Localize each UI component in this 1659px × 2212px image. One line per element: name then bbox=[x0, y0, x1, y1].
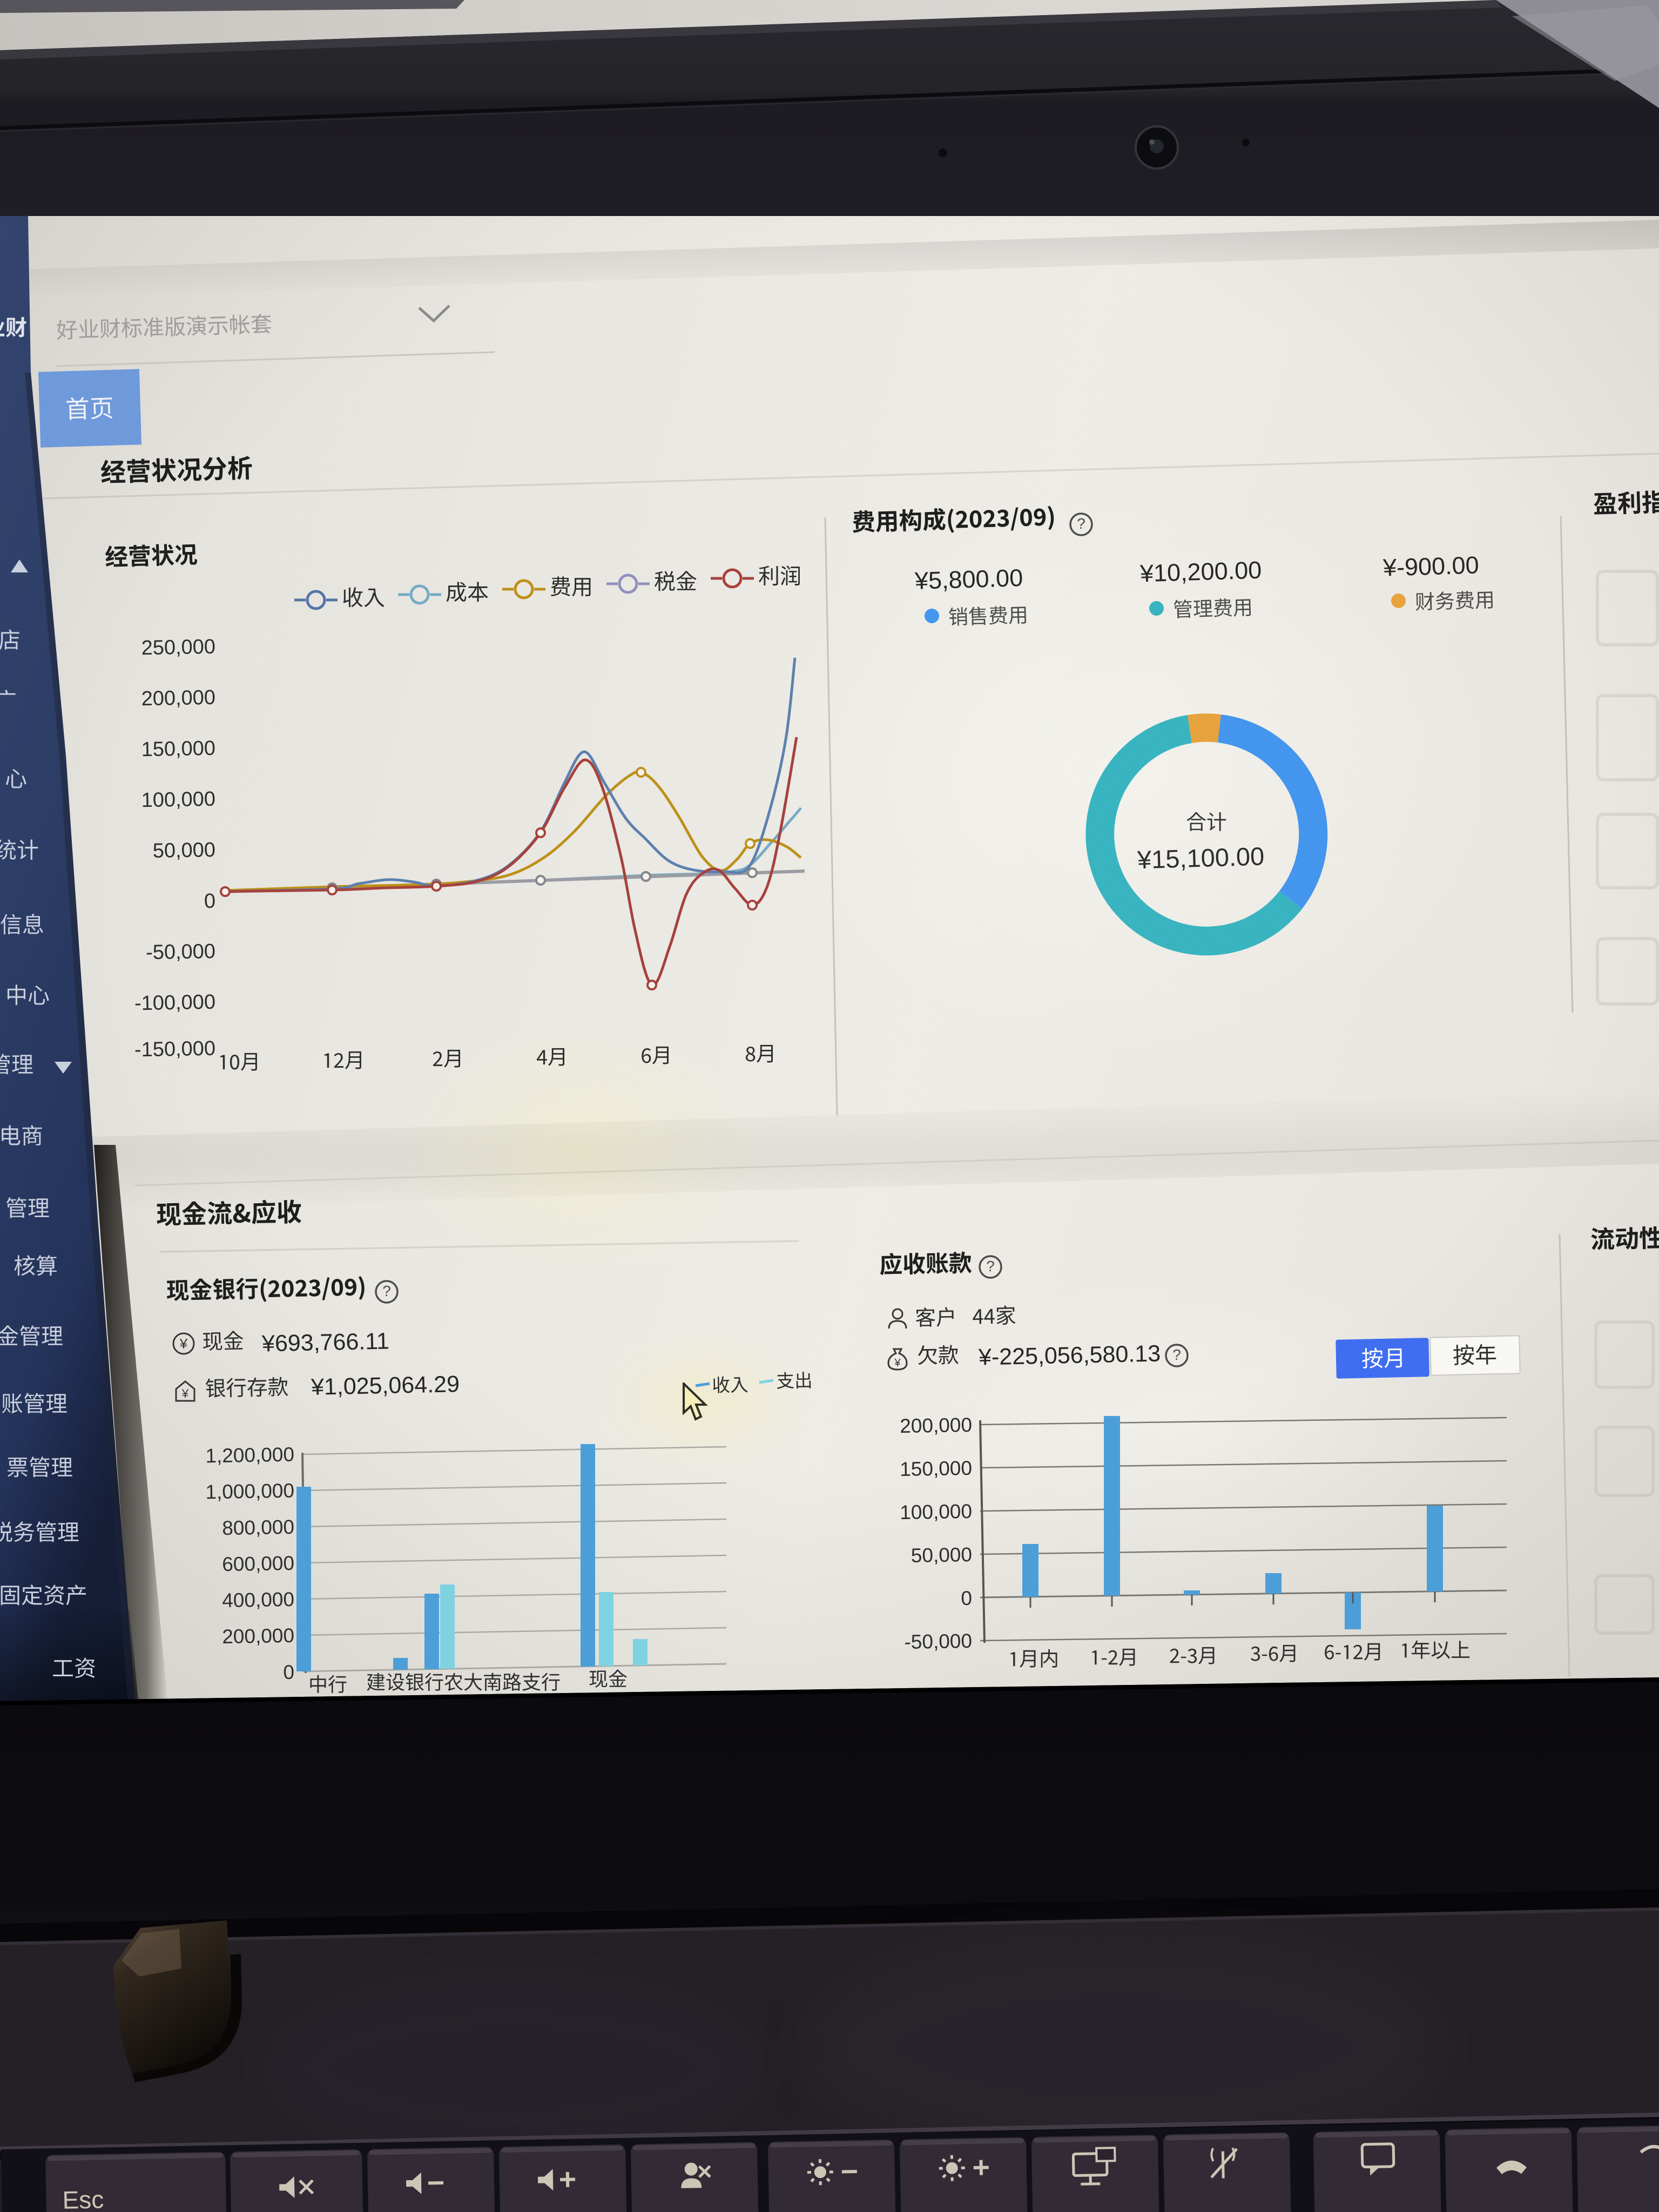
svg-text:?: ? bbox=[986, 1258, 995, 1274]
svg-text:¥: ¥ bbox=[894, 1357, 901, 1369]
svg-text:?: ? bbox=[382, 1283, 391, 1299]
svg-text:¥: ¥ bbox=[181, 1387, 189, 1400]
svg-text:?: ? bbox=[1172, 1346, 1181, 1363]
svg-text:Esc: Esc bbox=[62, 2186, 104, 2212]
svg-text:?: ? bbox=[1077, 515, 1085, 532]
svg-text:¥: ¥ bbox=[179, 1336, 188, 1352]
